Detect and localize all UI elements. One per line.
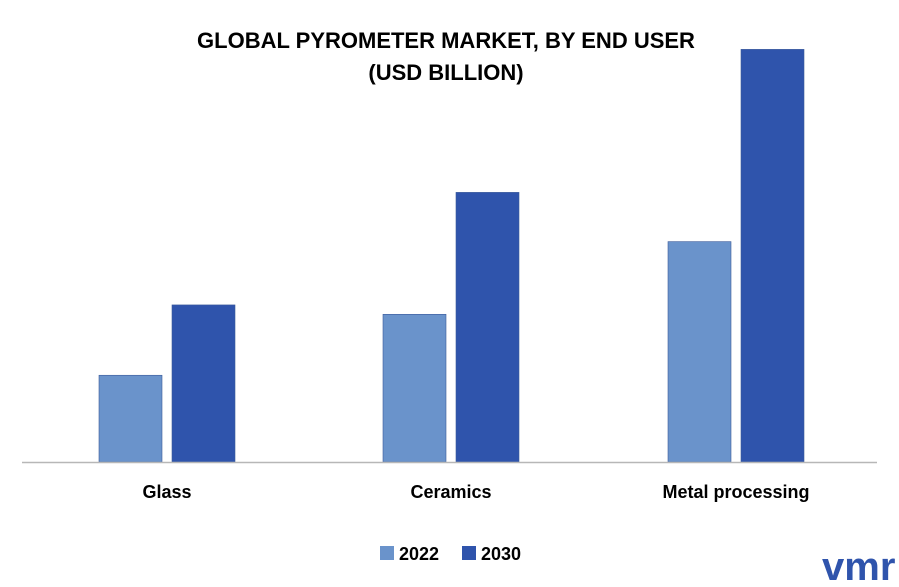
bar-glass-2022 [98,374,163,463]
category-label: Ceramics [410,482,491,502]
category-label: Glass [142,482,191,502]
bar-glass-2030 [171,304,236,463]
legend: 2022 2030 [380,544,521,564]
bar-metal-processing-2022 [667,241,732,463]
legend-label-2022: 2022 [399,544,439,564]
bars-group [98,49,805,463]
bar-ceramics-2022 [382,313,447,463]
chart-subtitle: (USD BILLION) [368,60,523,85]
chart-title: GLOBAL PYROMETER MARKET, BY END USER [197,28,695,53]
legend-swatch-2030 [462,546,476,560]
legend-label-2030: 2030 [481,544,521,564]
category-label: Metal processing [662,482,809,502]
category-labels: Glass Ceramics Metal processing [142,482,809,502]
bar-metal-processing-2030 [740,49,805,463]
legend-swatch-2022 [380,546,394,560]
vmr-logo: vmr [822,545,895,587]
bar-ceramics-2030 [455,192,520,463]
